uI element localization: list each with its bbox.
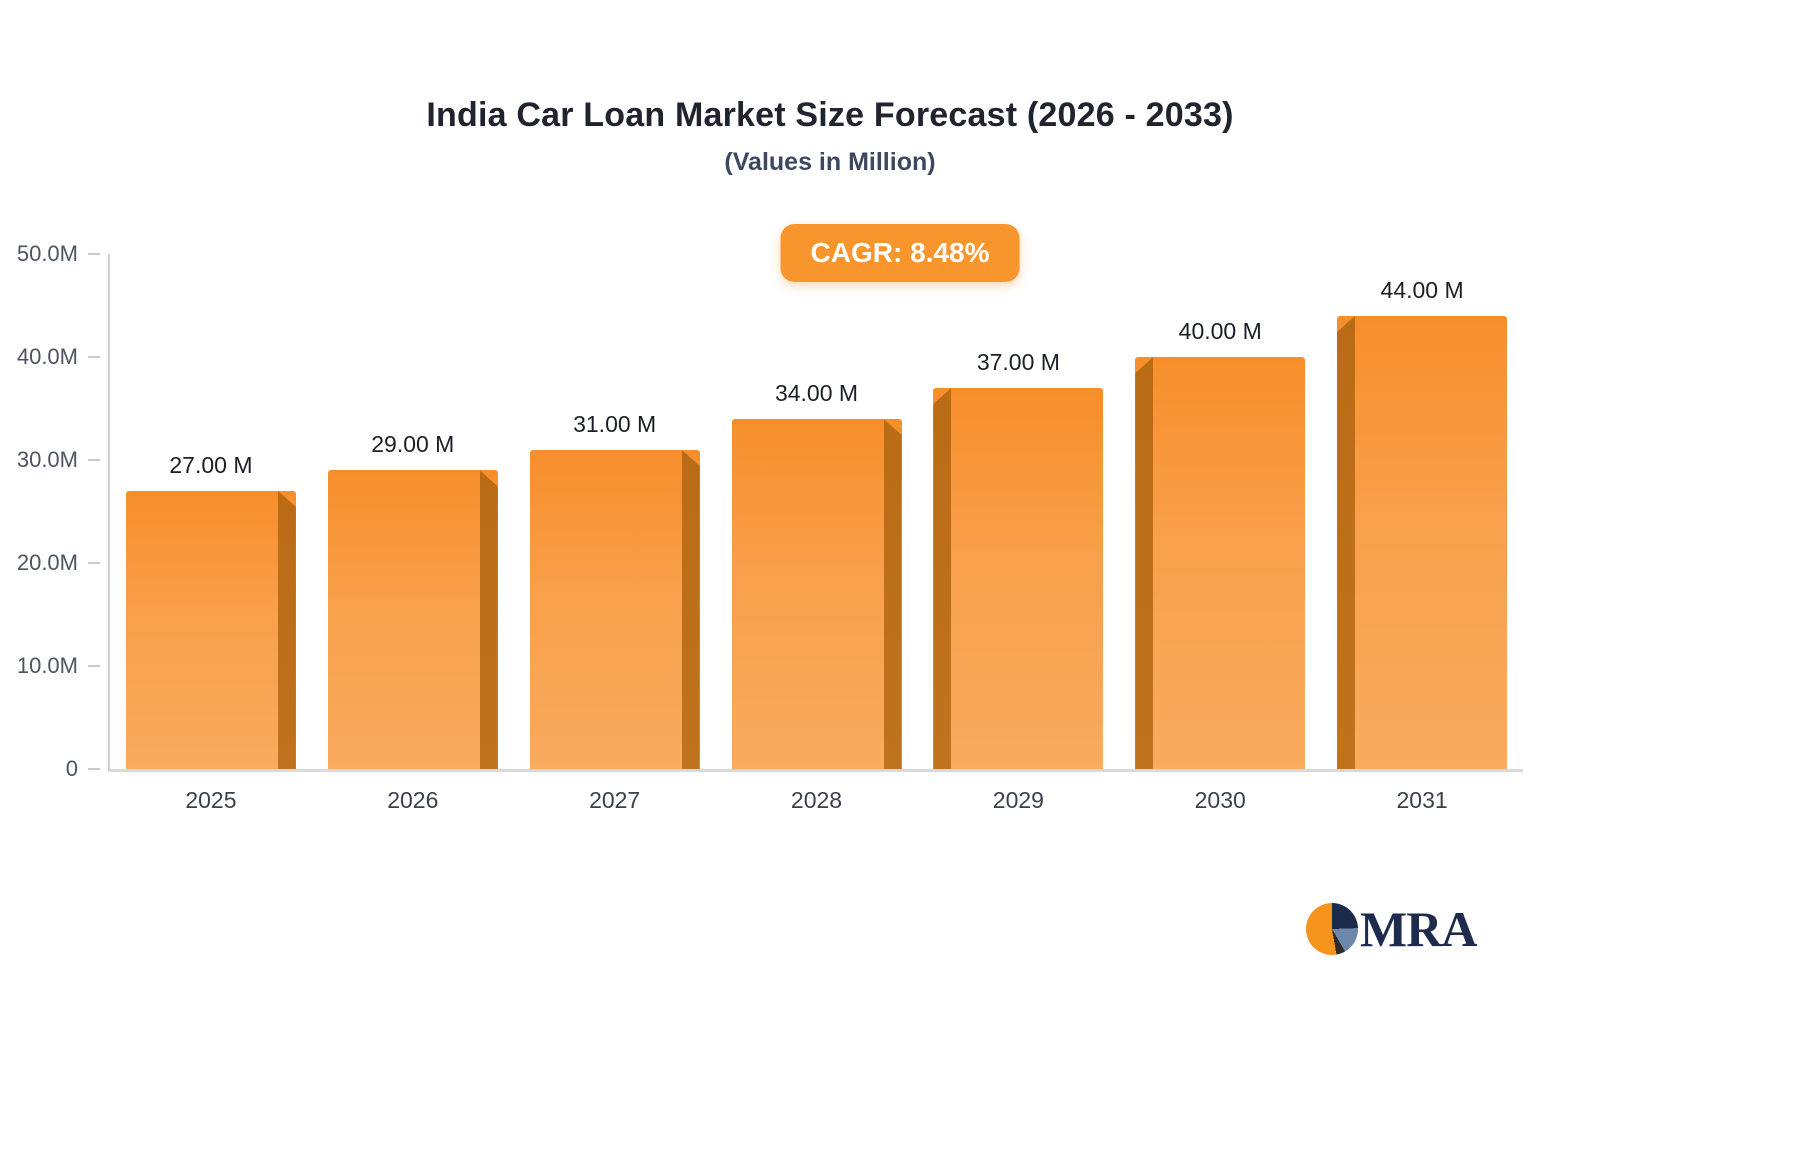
- bar-slot: 34.00 M 2028: [716, 254, 918, 813]
- y-tick-label: 20.0M: [16, 550, 78, 575]
- plot-area: 27.00 M 2025 29.00 M 2026 31.00 M 2027 34.00 M…: [108, 254, 1523, 813]
- logo-pie-icon: [1306, 903, 1358, 955]
- bar-slot: 27.00 M 2025: [110, 254, 312, 813]
- bar-2026: [327, 470, 498, 769]
- bar-chart: 50.0M 40.0M 30.0M 20.0M 10.0M 0 27.00 M 2025 29…: [0, 241, 1523, 813]
- y-tick-mark: [88, 665, 100, 667]
- bar-slot: 40.00 M 2030: [1119, 254, 1321, 813]
- bar-value-label: 34.00 M: [774, 379, 859, 406]
- y-tick-mark: [88, 459, 100, 461]
- y-tick-mark: [88, 356, 100, 358]
- x-axis-label: 2031: [1396, 787, 1448, 813]
- bar-value-label: 37.00 M: [976, 348, 1060, 375]
- y-tick-label: 0: [65, 756, 78, 781]
- bar-2028: [731, 418, 902, 769]
- bar-slot: 31.00 M 2027: [514, 254, 716, 813]
- chart-title: India Car Loan Market Size Forecast (202…: [426, 96, 1234, 134]
- y-tick-mark: [88, 562, 100, 564]
- y-tick-label: 10.0M: [16, 653, 78, 678]
- x-axis-label: 2025: [185, 787, 237, 813]
- bar-slot: 37.00 M 2029: [917, 254, 1119, 813]
- x-axis-label: 2029: [992, 787, 1044, 813]
- bar-2029: [933, 387, 1104, 769]
- y-tick-mark: [88, 768, 100, 770]
- bar-value-label: 44.00 M: [1380, 276, 1464, 303]
- y-tick-label: 30.0M: [16, 447, 78, 472]
- bar-2027: [529, 449, 700, 769]
- bar-value-label: 31.00 M: [573, 410, 657, 437]
- y-tick-label: 40.0M: [16, 344, 78, 369]
- y-tick-mark: [88, 253, 100, 255]
- bar-2031: [1337, 315, 1508, 769]
- bar-slot: 44.00 M 2031: [1321, 254, 1523, 813]
- y-tick-label: 50.0M: [16, 241, 78, 266]
- bar-2030: [1135, 357, 1306, 769]
- bar-value-label: 29.00 M: [371, 431, 455, 458]
- bar-2025: [125, 490, 296, 769]
- logo-text: MRA: [1360, 901, 1477, 957]
- logo: MRA: [1306, 900, 1477, 958]
- bar-slot: 29.00 M 2026: [312, 254, 514, 813]
- x-axis-label: 2027: [589, 787, 641, 813]
- y-axis: 50.0M 40.0M 30.0M 20.0M 10.0M 0: [0, 241, 108, 781]
- x-axis-label: 2028: [790, 787, 843, 813]
- bar-value-label: 40.00 M: [1178, 318, 1262, 344]
- x-axis-label: 2026: [387, 787, 439, 813]
- chart-subtitle: (Values in Million): [724, 148, 936, 176]
- bar-value-label: 27.00 M: [169, 451, 253, 478]
- cagr-badge: CAGR: 8.48%: [780, 224, 1020, 282]
- x-axis-label: 2030: [1194, 787, 1246, 813]
